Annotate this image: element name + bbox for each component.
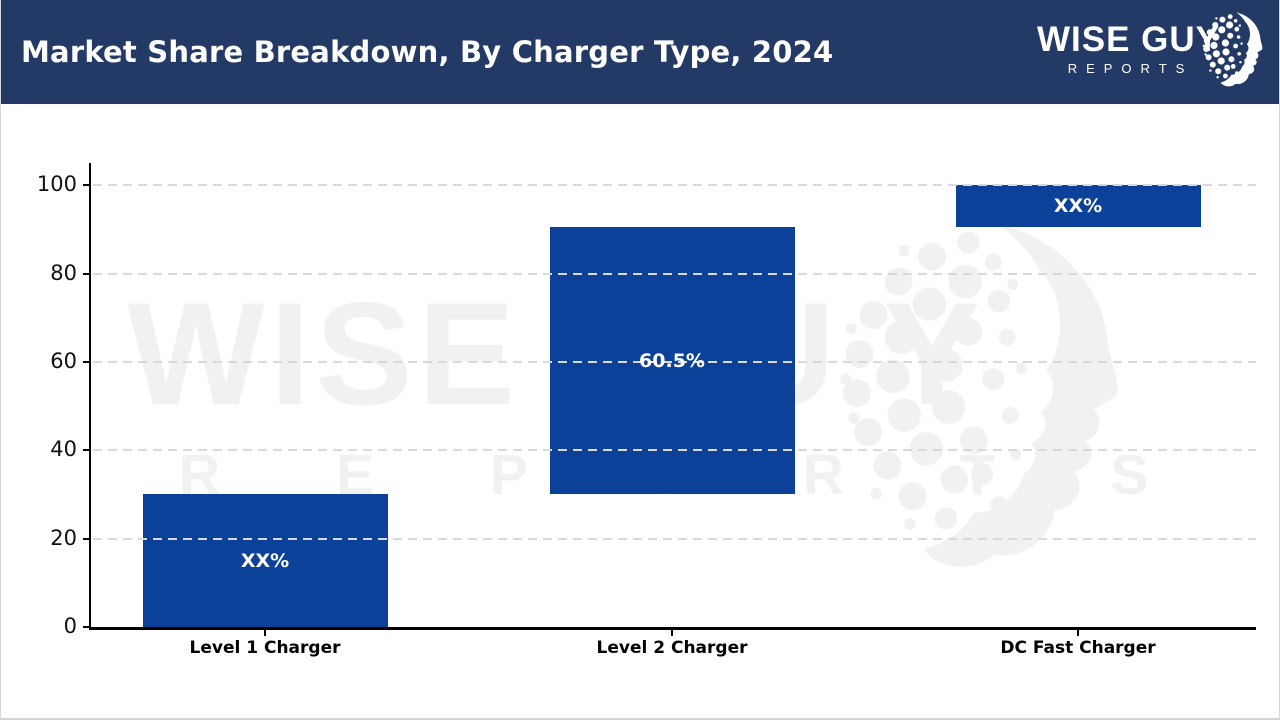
y-axis-tick <box>83 184 91 187</box>
header-bar: Market Share Breakdown, By Charger Type,… <box>1 0 1279 104</box>
brand-logo-text: WISE GUY REPORTS <box>1037 22 1220 76</box>
y-axis-tick-label: 20 <box>50 525 77 550</box>
y-axis-tick <box>83 360 91 363</box>
gridline <box>93 184 1256 187</box>
bar-value-label: 60.5% <box>639 349 705 372</box>
brand-name: WISE GUY <box>1037 20 1221 59</box>
wiseguy-face-icon <box>1202 12 1263 87</box>
y-axis-tick <box>83 537 91 540</box>
y-axis-tick-label: 0 <box>63 614 77 638</box>
y-axis-tick-label: 100 <box>36 172 77 197</box>
gridline <box>93 537 1256 540</box>
bar-value-label: XX% <box>240 549 290 572</box>
y-axis-tick-label: 40 <box>50 437 77 462</box>
page-title: Market Share Breakdown, By Charger Type,… <box>21 35 834 69</box>
watermark-face-icon <box>840 223 1118 567</box>
y-axis-tick-label: 80 <box>50 260 77 285</box>
x-axis-line <box>89 627 1256 630</box>
x-axis-tick <box>264 629 266 636</box>
x-axis-tick <box>671 629 673 636</box>
bar-segment <box>955 185 1201 228</box>
bar-segment <box>142 494 388 627</box>
x-axis-category-label: Level 1 Charger <box>189 638 341 658</box>
x-axis-category-label: Level 2 Charger <box>596 638 748 658</box>
x-axis-category-label: DC Fast Charger <box>1000 638 1156 658</box>
gridline <box>93 360 1256 363</box>
bar-value-label: XX% <box>1053 195 1103 218</box>
x-axis-tick <box>1077 629 1079 636</box>
gridline <box>93 272 1256 275</box>
brand-subname: REPORTS <box>1067 61 1194 76</box>
y-axis-tick <box>83 449 91 452</box>
y-axis-tick <box>83 626 91 628</box>
y-axis-tick-label: 60 <box>50 348 77 373</box>
gridline <box>93 449 1256 452</box>
brand-logo: WISE GUY REPORTS <box>1031 6 1271 98</box>
y-axis-tick <box>83 272 91 275</box>
y-axis-line <box>89 163 91 629</box>
